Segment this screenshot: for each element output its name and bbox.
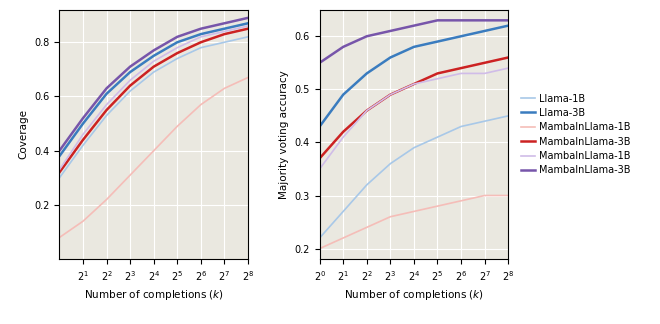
Legend: Llama-1B, Llama-3B, MambaInLlama-1B, MambaInLlama-3B, MambaInLlama-1B, MambaInLl: Llama-1B, Llama-3B, MambaInLlama-1B, Mam… xyxy=(517,90,634,179)
X-axis label: Number of completions ($k$): Number of completions ($k$) xyxy=(84,288,224,302)
X-axis label: Number of completions ($k$): Number of completions ($k$) xyxy=(344,288,484,302)
Y-axis label: Majority voting accuracy: Majority voting accuracy xyxy=(279,70,289,199)
Y-axis label: Coverage: Coverage xyxy=(18,110,29,159)
